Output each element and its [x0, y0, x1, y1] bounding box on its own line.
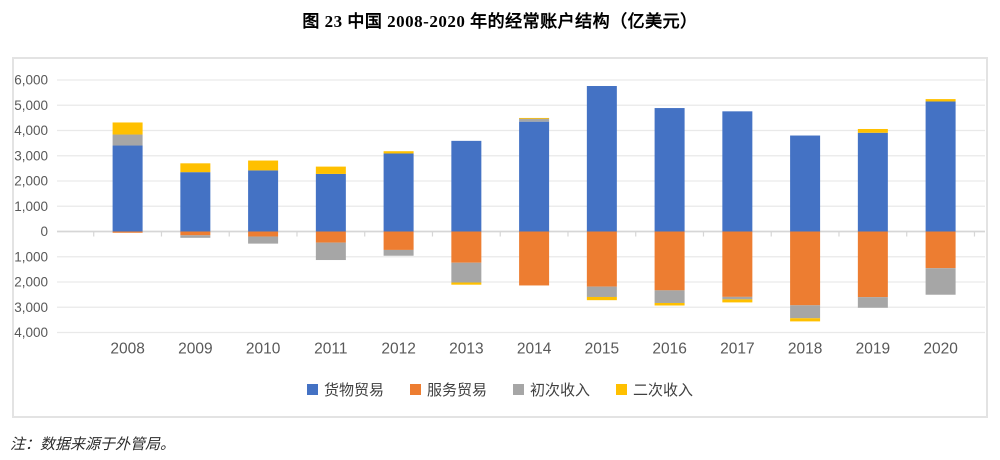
bar-segment [451, 140, 482, 232]
legend-item: 服务贸易 [409, 379, 487, 400]
bar-segment [925, 101, 956, 232]
bar-segment [180, 172, 211, 232]
bar-segment [248, 160, 279, 171]
bar-segment [315, 166, 346, 174]
bar-segment [790, 318, 821, 322]
legend-label: 货物贸易 [323, 382, 384, 399]
chart-legend: 货物贸易 服务贸易 初次收入 二次收入 [0, 379, 1000, 400]
bar-segment [315, 173, 346, 232]
chart-plot-frame: -4,000 -3,000 -2,000 -1,000 0 1,000 2,000 3,000… [12, 57, 988, 418]
source-note: 注：数据来源于外管局。 [10, 437, 176, 453]
y-axis-tick-label: 2,000 [14, 174, 48, 189]
bar-segment [722, 299, 753, 303]
x-axis-category-label: 2011 [314, 341, 347, 358]
bar-segment [586, 286, 617, 297]
bar-segment [180, 231, 211, 236]
bar-segment [112, 134, 143, 146]
bar-segment [519, 117, 550, 119]
x-axis-category-label: 2010 [246, 341, 281, 358]
bar-segment [519, 121, 550, 232]
y-axis-tick-label: -1,000 [14, 249, 48, 264]
bar-segment [654, 302, 685, 306]
bar-segment [451, 262, 482, 283]
bar-segment [722, 296, 753, 300]
legend-label: 服务贸易 [426, 382, 487, 399]
bar-segment [925, 99, 956, 102]
y-axis-tick-label: 4,000 [14, 123, 48, 138]
y-axis-tick-label: -4,000 [14, 325, 48, 340]
chart-title: 图 23 中国 2008-2020 年的经常账户结构（亿美元） [302, 12, 698, 31]
bar-segment [248, 236, 279, 244]
legend-swatch [616, 384, 628, 395]
x-axis-category-label: 2020 [923, 341, 958, 358]
bar-segment [790, 135, 821, 232]
y-axis-tick-label: 1,000 [14, 199, 48, 214]
legend-swatch [306, 384, 318, 395]
legend-swatch [409, 384, 421, 395]
y-axis-tick-label: 6,000 [14, 73, 48, 88]
bar-segment [857, 132, 888, 232]
bar-segment [790, 231, 821, 306]
bar-segment [180, 163, 211, 173]
bar-segment [248, 170, 279, 232]
y-axis-tick-label: 0 [40, 224, 48, 239]
bar-segment [925, 231, 956, 269]
legend-label: 初次收入 [530, 382, 591, 399]
bar-segment [654, 231, 685, 291]
bar-segment [790, 305, 821, 319]
x-axis-category-label: 2015 [585, 341, 619, 358]
legend-swatch [513, 384, 524, 395]
bar-segment [383, 231, 414, 250]
bar-segment [383, 151, 414, 154]
bar-segment [451, 282, 482, 285]
bar-segment [112, 145, 143, 232]
bar-segment [519, 118, 550, 122]
bar-segment [586, 86, 617, 232]
bar-segment [586, 296, 617, 301]
y-axis-tick-label: 3,000 [14, 148, 48, 163]
y-axis-tick-label: -3,000 [14, 300, 48, 315]
x-axis-category-label: 2008 [110, 341, 144, 358]
x-axis-category-label: 2013 [449, 341, 483, 358]
bar-segment [586, 231, 617, 287]
bar-segment [857, 231, 888, 298]
bar-segment [315, 242, 346, 261]
x-axis-category-label: 2016 [652, 341, 686, 358]
bar-segment [722, 111, 753, 232]
legend-item: 二次收入 [616, 379, 693, 400]
bar-segment [857, 128, 888, 133]
x-axis-category-label: 2018 [788, 341, 822, 358]
bar-segment [315, 231, 346, 243]
bar-segment [654, 290, 685, 303]
bar-segment [112, 231, 143, 233]
bar-segment [451, 231, 482, 263]
legend-label: 二次收入 [633, 382, 694, 399]
legend-item: 货物贸易 [306, 379, 384, 400]
bar-segment [248, 231, 279, 237]
y-axis-tick-label: -2,000 [14, 275, 48, 290]
x-axis-category-label: 2017 [720, 341, 754, 358]
bar-segment [654, 108, 685, 232]
x-axis-category-label: 2012 [381, 341, 415, 358]
bar-segment [925, 268, 956, 295]
legend-item: 初次收入 [513, 379, 590, 400]
bar-segment [857, 297, 888, 308]
x-axis-category-label: 2014 [517, 341, 552, 358]
x-axis-category-label: 2009 [178, 341, 212, 358]
bar-segment [180, 235, 211, 238]
bar-segment [519, 231, 550, 286]
bar-segment [112, 122, 143, 135]
bar-segment [383, 249, 414, 256]
bar-segment [383, 153, 414, 232]
y-axis-tick-label: 5,000 [14, 98, 48, 113]
stacked-bar-chart: -4,000 -3,000 -2,000 -1,000 0 1,000 2,000 3,000… [14, 73, 985, 358]
bar-segment [722, 231, 753, 297]
x-axis-category-label: 2019 [856, 341, 890, 358]
